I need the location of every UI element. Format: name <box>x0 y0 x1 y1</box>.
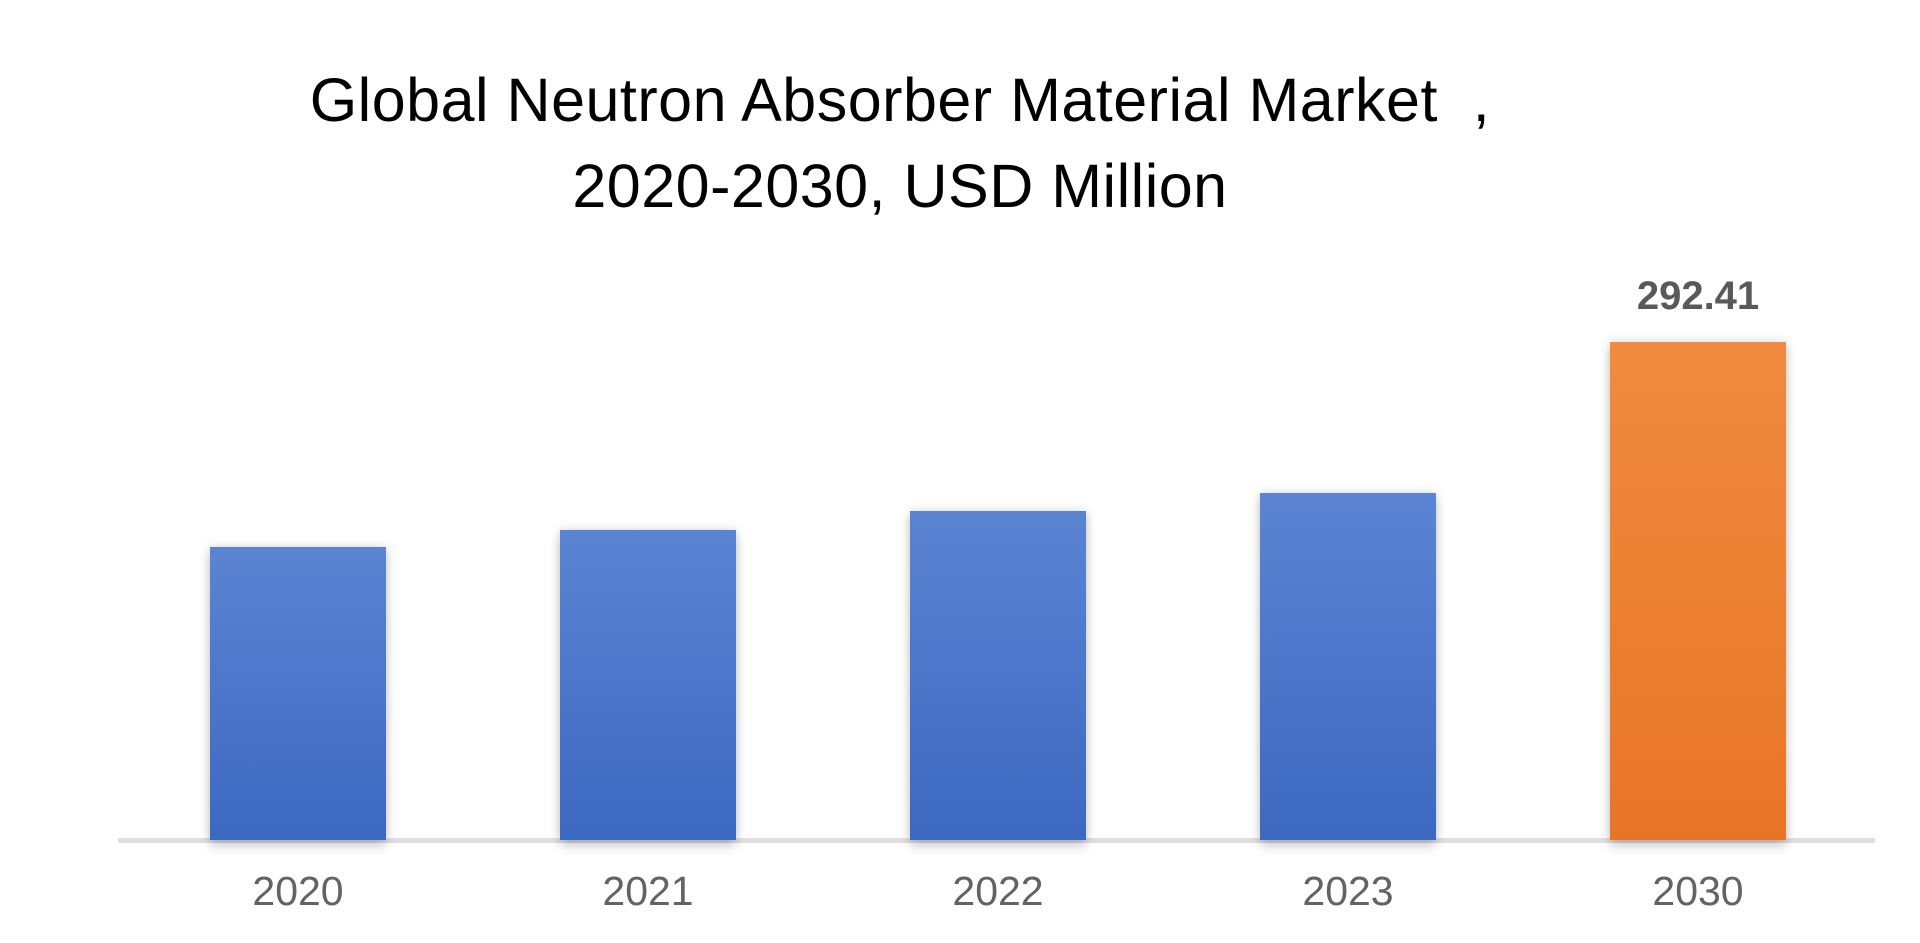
x-axis-label-2020: 2020 <box>252 868 344 914</box>
bar-2023 <box>1260 493 1436 840</box>
x-axis-line <box>118 838 1875 843</box>
chart-title: Global Neutron Absorber Material Market … <box>0 57 1800 229</box>
chart-title-line-2: 2020-2030, USD Million <box>572 152 1228 220</box>
bar-2030 <box>1610 342 1786 840</box>
data-label-2030: 292.41 <box>1636 274 1760 318</box>
x-axis-label-2030: 2030 <box>1652 868 1744 914</box>
bar-2021 <box>560 530 736 840</box>
bar-2020 <box>210 547 386 840</box>
x-axis-label-2023: 2023 <box>1302 868 1394 914</box>
x-axis-label-2022: 2022 <box>952 868 1044 914</box>
x-axis-label-2021: 2021 <box>602 868 694 914</box>
bar-2022 <box>910 511 1086 840</box>
chart-title-line-1: Global Neutron Absorber Material Market … <box>309 66 1491 134</box>
